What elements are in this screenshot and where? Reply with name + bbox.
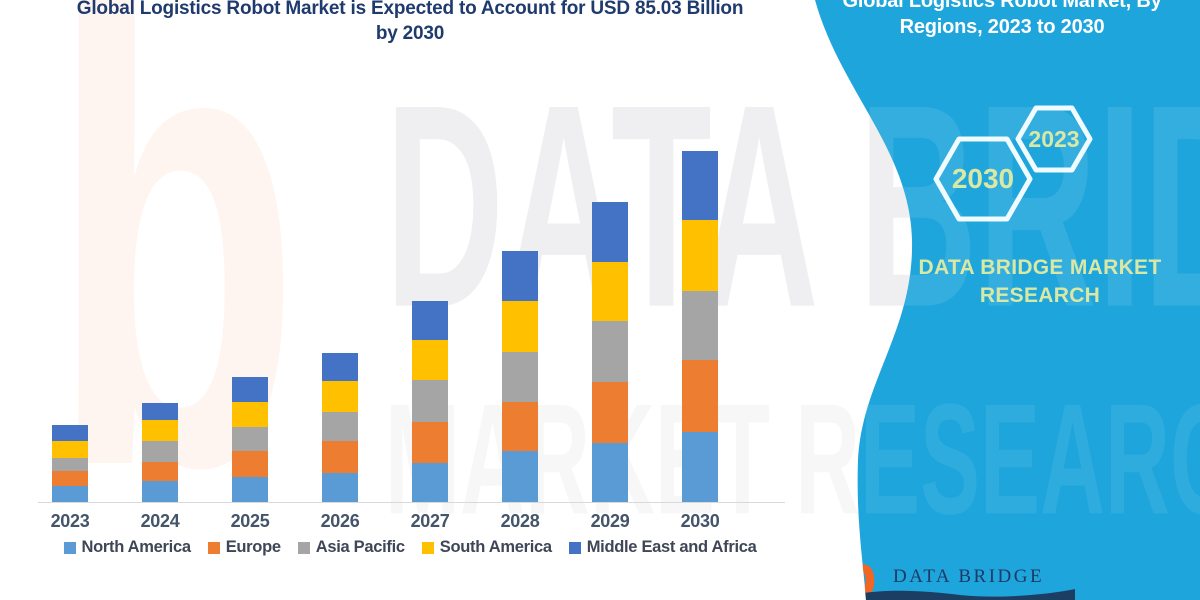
sidebar-brand-line1: DATA BRIDGE MARKET [918, 256, 1162, 279]
x-axis-label-2030: 2030 [680, 511, 720, 531]
sidebar-brand-text: DATA BRIDGE MARKET RESEARCH [890, 254, 1190, 310]
bar-segment-2029-north-america [592, 442, 628, 502]
x-axis-label-2028: 2028 [500, 511, 540, 531]
hexagon-badge-2030: 2030 [933, 136, 1033, 222]
bar-segment-2024-north-america [142, 481, 178, 502]
bar-segment-2027-north-america [412, 462, 448, 502]
sidebar-title-line1: Global Logistics Robot Market, By [842, 0, 1162, 12]
x-axis-label-2023: 2023 [50, 511, 90, 531]
bar-segment-2028-north-america [502, 450, 538, 502]
bar-segment-2029-europe [592, 381, 628, 443]
bar-segment-2027-middle-east-and-africa [412, 300, 448, 341]
bar-segment-2028-middle-east-and-africa [502, 251, 538, 301]
legend-swatch-icon [297, 541, 310, 554]
hexagon-outline-icon [1015, 105, 1093, 173]
sidebar-title-line2: Regions, 2023 to 2030 [899, 16, 1105, 38]
footer-swoosh-icon [835, 584, 1075, 600]
bar-segment-2029-middle-east-and-africa [592, 201, 628, 262]
x-axis-label-2025: 2025 [230, 511, 270, 531]
legend-label: South America [439, 538, 552, 556]
bar-segment-2024-middle-east-and-africa [142, 402, 178, 421]
x-axis-label-2027: 2027 [410, 511, 450, 531]
hexagon-2030-label: 2030 [951, 163, 1015, 194]
bar-segment-2023-europe [52, 470, 88, 487]
bar-segment-2026-europe [322, 440, 358, 473]
bar-segment-2026-south-america [322, 381, 358, 412]
bar-segment-2030-europe [682, 359, 718, 432]
bar-segment-2023-south-america [52, 440, 88, 458]
bar-segment-2025-middle-east-and-africa [232, 377, 268, 402]
legend-item-north-america: North America [63, 538, 191, 557]
bar-segment-2025-asia-pacific [232, 426, 268, 451]
legend-item-europe: Europe [207, 538, 281, 557]
legend-item-middle-east-and-africa: Middle East and Africa [568, 538, 757, 557]
bar-segment-2025-south-america [232, 401, 268, 427]
legend-swatch-icon [568, 541, 581, 554]
legend-swatch-icon [421, 541, 434, 554]
bar-segment-2028-europe [502, 401, 538, 451]
sidebar-brand-line2: RESEARCH [979, 284, 1101, 307]
bar-segment-2026-north-america [322, 472, 358, 502]
chart-legend: North America Europe Asia Pacific South Ame… [0, 538, 820, 557]
x-axis-label-2026: 2026 [320, 511, 360, 531]
bar-segment-2028-south-america [502, 300, 538, 352]
bar-segment-2024-europe [142, 461, 178, 482]
bar-segment-2023-north-america [52, 486, 88, 502]
chart-title-line2: by 2030 [375, 23, 445, 44]
bar-segment-2029-south-america [592, 261, 628, 321]
footer-brand-name: DATA BRIDGE [893, 566, 1045, 587]
legend-item-asia-pacific: Asia Pacific [297, 538, 405, 557]
hexagon-2023-label: 2023 [1028, 125, 1080, 152]
bar-segment-2023-asia-pacific [52, 457, 88, 471]
bar-segment-2026-middle-east-and-africa [322, 352, 358, 382]
bar-segment-2024-asia-pacific [142, 441, 178, 462]
sidebar-title: Global Logistics Robot Market, By Region… [810, 0, 1194, 40]
bar-segment-2026-asia-pacific [322, 411, 358, 441]
chart-title-line1: Global Logistics Robot Market is Expecte… [76, 0, 744, 19]
bar-segment-2027-europe [412, 421, 448, 463]
legend-item-south-america: South America [421, 538, 552, 557]
bar-segment-2027-south-america [412, 340, 448, 381]
hexagon-badge-2023: 2023 [1015, 105, 1093, 173]
bar-segment-2030-north-america [682, 431, 718, 502]
bar-segment-2025-europe [232, 450, 268, 477]
legend-swatch-icon [207, 541, 220, 554]
bar-segment-2028-asia-pacific [502, 351, 538, 402]
bar-segment-2024-south-america [142, 420, 178, 442]
legend-swatch-icon [63, 541, 76, 554]
legend-label: Asia Pacific [315, 538, 405, 556]
bar-segment-2029-asia-pacific [592, 320, 628, 382]
bar-segment-2030-south-america [682, 219, 718, 291]
x-axis-line [38, 502, 785, 503]
bar-segment-2025-north-america [232, 476, 268, 502]
bar-segment-2023-middle-east-and-africa [52, 424, 88, 441]
bar-segment-2030-asia-pacific [682, 290, 718, 360]
legend-label: Europe [225, 538, 281, 556]
legend-label: North America [81, 538, 191, 556]
bar-segment-2027-asia-pacific [412, 380, 448, 422]
legend-label: Middle East and Africa [586, 538, 757, 556]
bar-segment-2030-middle-east-and-africa [682, 151, 718, 220]
chart-title: Global Logistics Robot Market is Expecte… [0, 0, 820, 46]
x-axis-label-2029: 2029 [590, 511, 630, 531]
x-axis-label-2024: 2024 [140, 511, 180, 531]
hexagon-outline-icon [933, 136, 1033, 222]
